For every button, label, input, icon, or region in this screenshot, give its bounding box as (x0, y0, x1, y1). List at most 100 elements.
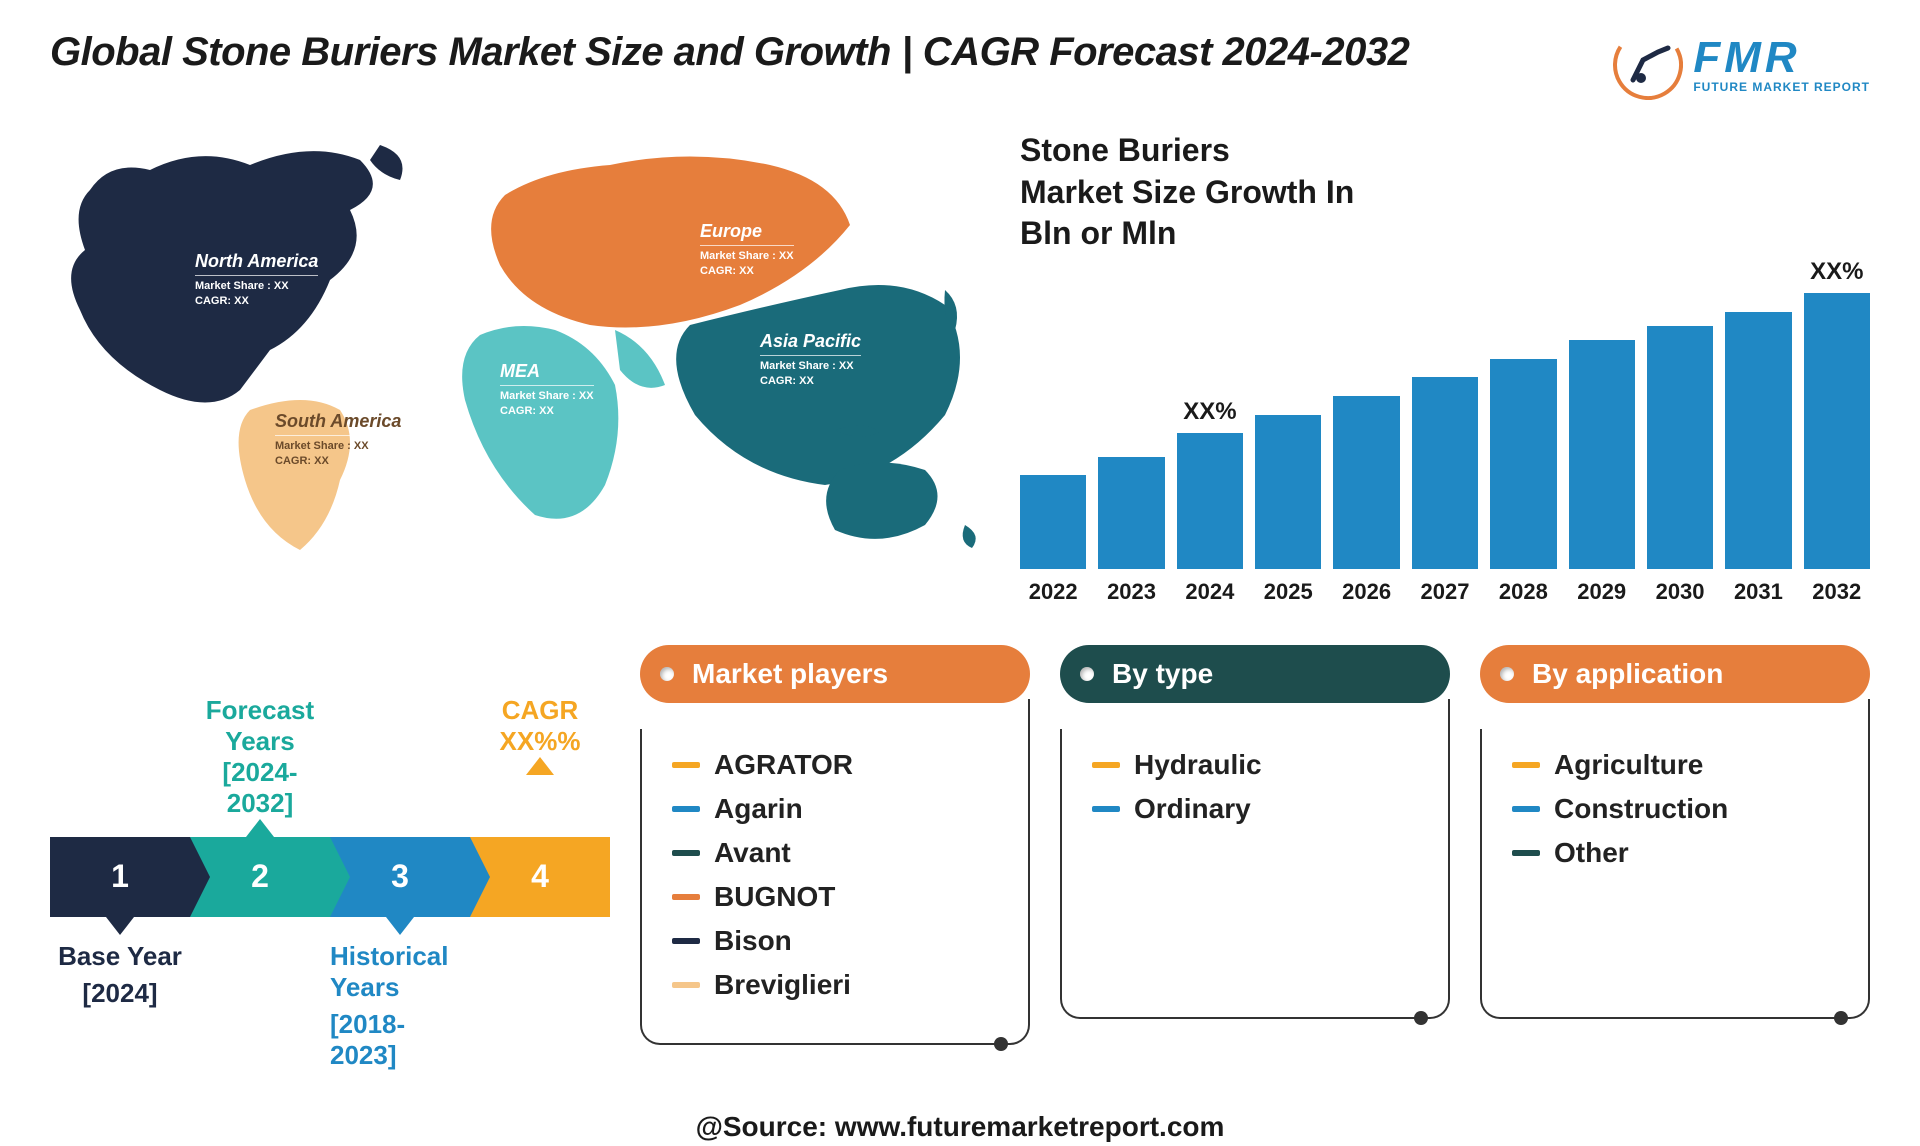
telescope-icon (1613, 30, 1683, 100)
region-eu-name: Europe (700, 221, 794, 246)
list-item-label: Agarin (714, 793, 803, 825)
list-item: Hydraulic (1092, 749, 1418, 781)
page-title: Global Stone Buriers Market Size and Gro… (50, 30, 1409, 75)
timeline-seg-2: 2 (190, 837, 330, 917)
bar-annotation: XX% (1183, 398, 1236, 426)
chart-bar (1490, 359, 1556, 569)
chart-bar (1255, 415, 1321, 569)
dash-icon (672, 982, 700, 988)
bar-group: 2027 (1412, 377, 1478, 604)
card-title-players: Market players (692, 658, 888, 690)
dash-icon (672, 894, 700, 900)
region-mea-cagr: CAGR: XX (500, 405, 554, 417)
list-item-label: BUGNOT (714, 881, 835, 913)
dash-icon (1092, 762, 1120, 768)
by-type-card: By type Hydraulic Ordinary (1060, 645, 1450, 1019)
bullet-icon (1080, 667, 1094, 681)
forecast-range: [2024-2032] (190, 757, 330, 819)
chart-title-l3: Bln or Mln (1020, 215, 1176, 251)
list-item: Breviglieri (672, 969, 998, 1001)
dash-icon (672, 938, 700, 944)
region-sa-cagr: CAGR: XX (275, 455, 329, 467)
arrow-up-icon (526, 757, 554, 775)
list-item-label: Bison (714, 925, 792, 957)
bullet-icon (660, 667, 674, 681)
card-title-application: By application (1532, 658, 1723, 690)
region-eu-share: Market Share : XX (700, 250, 794, 262)
dash-icon (1512, 762, 1540, 768)
chart-bar: XX% (1177, 433, 1243, 568)
list-item-label: Other (1554, 837, 1629, 869)
source-attribution: @Source: www.futuremarketreport.com (50, 1111, 1870, 1143)
base-year-label: Base Year (58, 941, 182, 972)
bar-year-label: 2024 (1185, 579, 1234, 605)
bar-chart-region: Stone Buriers Market Size Growth In Bln … (1020, 130, 1870, 605)
bar-year-label: 2030 (1656, 579, 1705, 605)
bar-group: 2029 (1569, 340, 1635, 605)
dash-icon (1512, 850, 1540, 856)
dash-icon (672, 850, 700, 856)
list-item-label: AGRATOR (714, 749, 853, 781)
chart-bar (1333, 396, 1399, 569)
region-ap-name: Asia Pacific (760, 331, 861, 356)
list-item: Agriculture (1512, 749, 1838, 781)
by-application-card: By application Agriculture Construction Ot… (1480, 645, 1870, 1019)
bar-year-label: 2031 (1734, 579, 1783, 605)
region-na-name: North America (195, 251, 318, 276)
list-item-label: Construction (1554, 793, 1728, 825)
chart-title-l2: Market Size Growth In (1020, 174, 1354, 210)
chart-bar (1412, 377, 1478, 568)
region-sa-share: Market Share : XX (275, 440, 369, 452)
bar-group: 2025 (1255, 415, 1321, 605)
bar-year-label: 2028 (1499, 579, 1548, 605)
bar-group: 2026 (1333, 396, 1399, 605)
list-item-label: Agriculture (1554, 749, 1703, 781)
arrow-down-icon (386, 917, 414, 935)
region-na-cagr: CAGR: XX (195, 295, 249, 307)
card-title-type: By type (1112, 658, 1213, 690)
list-item: Bison (672, 925, 998, 957)
logo-subtext: FUTURE MARKET REPORT (1693, 80, 1870, 94)
list-item: Other (1512, 837, 1838, 869)
list-item: Ordinary (1092, 793, 1418, 825)
bar-group: 2031 (1725, 312, 1791, 605)
list-item-label: Breviglieri (714, 969, 851, 1001)
list-item-label: Hydraulic (1134, 749, 1262, 781)
chart-bar (1098, 457, 1164, 569)
chart-bar (1647, 326, 1713, 569)
bar-group: XX% 2024 (1177, 433, 1243, 604)
list-item-label: Avant (714, 837, 791, 869)
bar-year-label: 2029 (1577, 579, 1626, 605)
list-item: Agarin (672, 793, 998, 825)
chart-bar (1020, 475, 1086, 568)
bar-year-label: 2027 (1421, 579, 1470, 605)
market-players-card: Market players AGRATOR Agarin Avant BUGNOT B… (640, 645, 1030, 1045)
list-item: Avant (672, 837, 998, 869)
bullet-icon (1500, 667, 1514, 681)
list-item-label: Ordinary (1134, 793, 1251, 825)
timeline-seg-4: 4 (470, 837, 610, 917)
bar-group: 2028 (1490, 359, 1556, 605)
list-item: BUGNOT (672, 881, 998, 913)
bar-year-label: 2022 (1029, 579, 1078, 605)
chart-bar (1725, 312, 1791, 569)
timeline-seg-3: 3 (330, 837, 470, 917)
bar-group: 2022 (1020, 475, 1086, 604)
dash-icon (672, 762, 700, 768)
hist-years-label: Historical Years (330, 941, 470, 1003)
region-sa-name: South America (275, 411, 401, 436)
region-mea-share: Market Share : XX (500, 390, 594, 402)
bar-group: XX%2032 (1804, 293, 1870, 604)
chart-bar (1569, 340, 1635, 569)
bar-annotation: XX% (1810, 258, 1863, 286)
logo-text: FMR (1693, 36, 1870, 80)
chart-title-l1: Stone Buriers (1020, 132, 1230, 168)
bar-group: 2023 (1098, 457, 1164, 605)
bar-year-label: 2026 (1342, 579, 1391, 605)
bar-year-label: 2032 (1812, 579, 1861, 605)
arrow-up-icon (246, 819, 274, 837)
bar-year-label: 2023 (1107, 579, 1156, 605)
list-item: Construction (1512, 793, 1838, 825)
region-mea-name: MEA (500, 361, 594, 386)
forecast-label: Forecast Years (190, 695, 330, 757)
